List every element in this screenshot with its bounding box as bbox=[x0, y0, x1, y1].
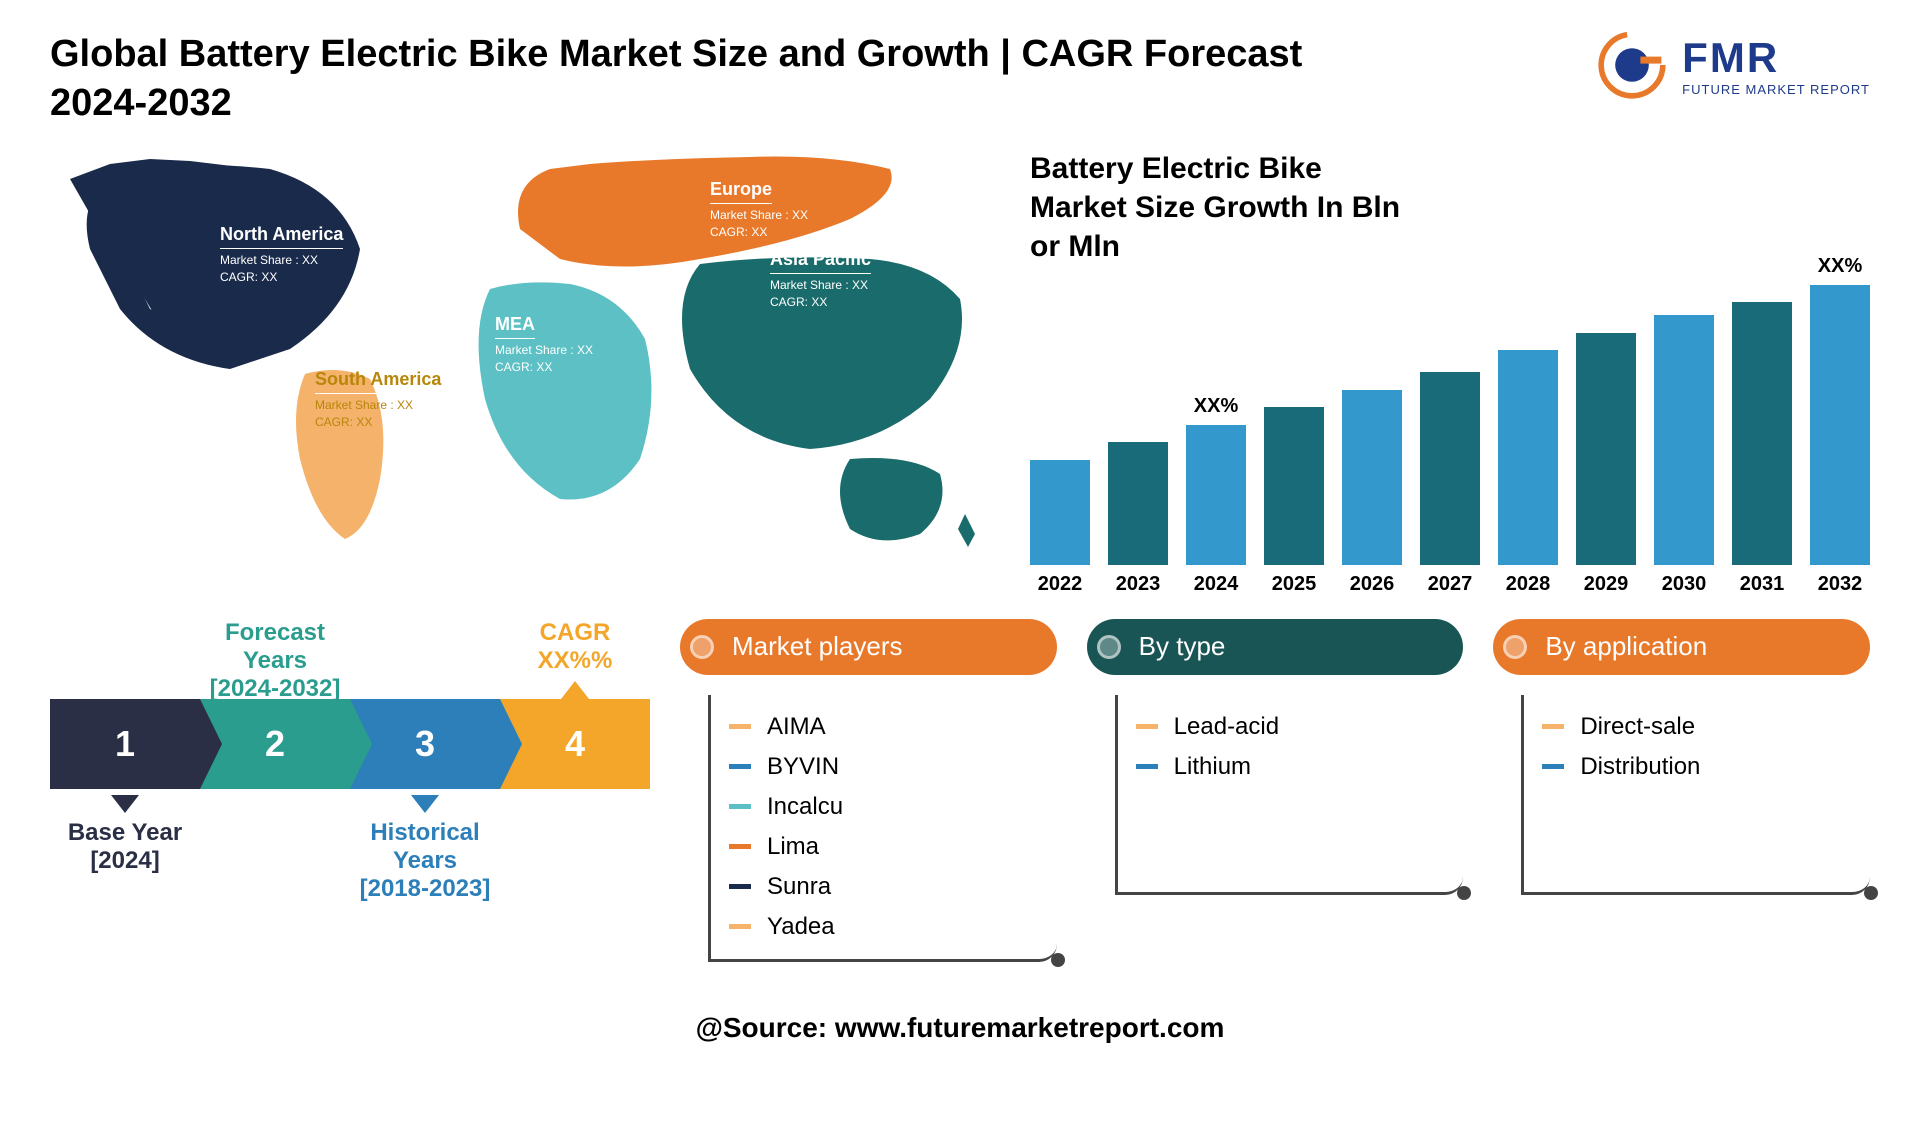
seg-item: Lithium bbox=[1118, 747, 1464, 787]
region-label-mea: MEAMarket Share : XXCAGR: XX bbox=[495, 314, 593, 376]
segment-box-2: By application Direct-saleDistribution bbox=[1493, 619, 1870, 962]
timeline-seg-2: 2 bbox=[200, 699, 350, 789]
bar-2023: 2023 bbox=[1108, 442, 1168, 596]
region-label-eu: EuropeMarket Share : XXCAGR: XX bbox=[710, 179, 808, 241]
seg-item: Sunra bbox=[711, 867, 1057, 907]
logo-abbr: FMR bbox=[1682, 34, 1870, 82]
chart-title: Battery Electric Bike Market Size Growth… bbox=[1030, 149, 1410, 266]
region-label-sa: South AmericaMarket Share : XXCAGR: XX bbox=[315, 369, 441, 431]
tl-top-label-1: Forecast Years[2024-2032] bbox=[200, 619, 350, 703]
source-attribution: @Source: www.futuremarketreport.com bbox=[50, 1012, 1870, 1044]
seg-item: Incalcu bbox=[711, 787, 1057, 827]
segment-box-0: Market players AIMABYVINIncalcuLimaSunraY… bbox=[680, 619, 1057, 962]
logo-subtitle: FUTURE MARKET REPORT bbox=[1682, 82, 1870, 97]
bar-2024: XX%2024 bbox=[1186, 425, 1246, 596]
bar-2026: 2026 bbox=[1342, 390, 1402, 596]
seg-item: Lima bbox=[711, 827, 1057, 867]
seg-item: Distribution bbox=[1524, 747, 1870, 787]
seg-item: Yadea bbox=[711, 907, 1057, 947]
bar-2028: 2028 bbox=[1498, 350, 1558, 595]
bar-2031: 2031 bbox=[1732, 302, 1792, 596]
world-map: North AmericaMarket Share : XXCAGR: XX So… bbox=[50, 149, 990, 569]
seg-item: Direct-sale bbox=[1524, 707, 1870, 747]
seg-item: BYVIN bbox=[711, 747, 1057, 787]
bar-2027: 2027 bbox=[1420, 372, 1480, 596]
seg-pill: By application bbox=[1493, 619, 1870, 675]
tl-bottom-label-2: Historical Years[2018-2023] bbox=[350, 819, 500, 903]
bar-2032: XX%2032 bbox=[1810, 285, 1870, 596]
page-title: Global Battery Electric Bike Market Size… bbox=[50, 30, 1350, 129]
timeline-seg-4: 4 bbox=[500, 699, 650, 789]
bar-2029: 2029 bbox=[1576, 333, 1636, 596]
chart-bars: 2022 2023 XX%2024 2025 2026 2027 2028 2029 2030 2… bbox=[1030, 276, 1870, 596]
tl-bottom-label-0: Base Year[2024] bbox=[50, 819, 200, 875]
region-label-ap: Asia PacificMarket Share : XXCAGR: XX bbox=[770, 249, 871, 311]
timeline-seg-3: 3 bbox=[350, 699, 500, 789]
logo-icon bbox=[1597, 30, 1667, 100]
seg-pill: Market players bbox=[680, 619, 1057, 675]
seg-item: Lead-acid bbox=[1118, 707, 1464, 747]
bar-2022: 2022 bbox=[1030, 460, 1090, 596]
timeline-seg-1: 1 bbox=[50, 699, 200, 789]
seg-pill: By type bbox=[1087, 619, 1464, 675]
timeline-widget: Forecast Years[2024-2032] CAGRXX%% 1234 B… bbox=[50, 619, 650, 903]
tl-top-label-3: CAGRXX%% bbox=[500, 619, 650, 675]
fmr-logo: FMR FUTURE MARKET REPORT bbox=[1597, 30, 1870, 100]
bar-2030: 2030 bbox=[1654, 315, 1714, 595]
growth-chart: Battery Electric Bike Market Size Growth… bbox=[1030, 149, 1870, 569]
bar-2025: 2025 bbox=[1264, 407, 1324, 596]
seg-item: AIMA bbox=[711, 707, 1057, 747]
segment-box-1: By type Lead-acidLithium bbox=[1087, 619, 1464, 962]
region-label-na: North AmericaMarket Share : XXCAGR: XX bbox=[220, 224, 343, 286]
